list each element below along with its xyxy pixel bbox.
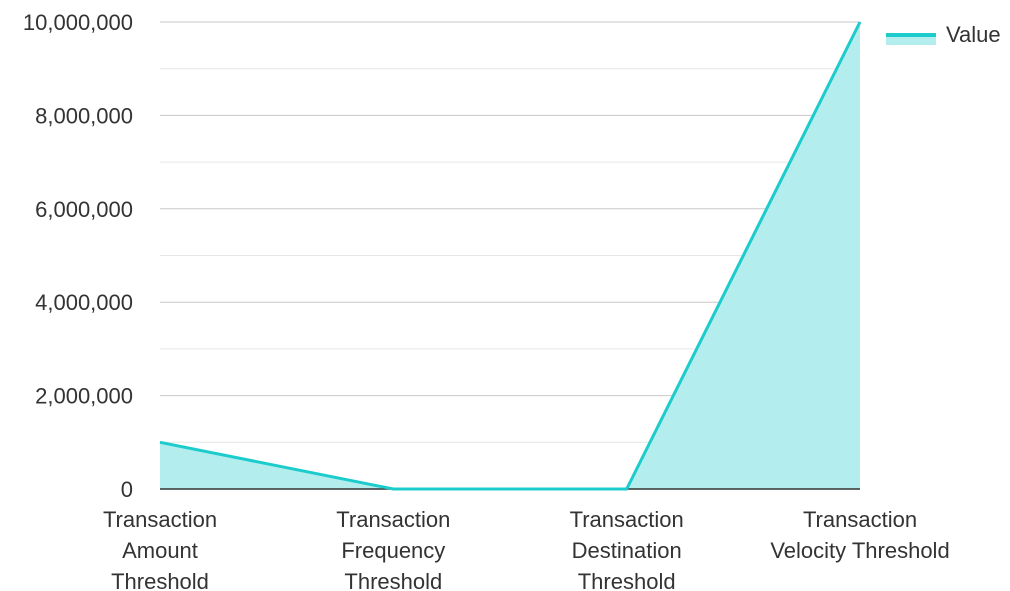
y-tick-label: 6,000,000 <box>35 197 133 222</box>
y-axis-tick-labels: 0 2,000,000 4,000,000 6,000,000 8,000,000 10,… <box>23 10 133 502</box>
x-axis-tick-labels: Transaction Amount Threshold Transaction Fre… <box>103 507 950 591</box>
y-tick-label: 0 <box>121 477 133 502</box>
x-tick-label: Transaction Destination Threshold <box>570 507 684 591</box>
legend[interactable]: Value <box>886 22 1001 47</box>
y-tick-label: 4,000,000 <box>35 290 133 315</box>
y-tick-label: 10,000,000 <box>23 10 133 35</box>
legend-swatch-fill <box>886 35 936 45</box>
legend-label: Value <box>946 22 1001 47</box>
grid-lines <box>160 21 860 443</box>
x-tick-label: Transaction Frequency Threshold <box>336 507 450 591</box>
series-line <box>159 21 862 491</box>
y-tick-label: 2,000,000 <box>35 384 133 409</box>
y-tick-label: 8,000,000 <box>35 103 133 128</box>
x-tick-label: Transaction Velocity Threshold <box>770 507 949 563</box>
series-area-fill <box>160 22 860 489</box>
x-tick-label: Transaction Amount Threshold <box>103 507 217 591</box>
